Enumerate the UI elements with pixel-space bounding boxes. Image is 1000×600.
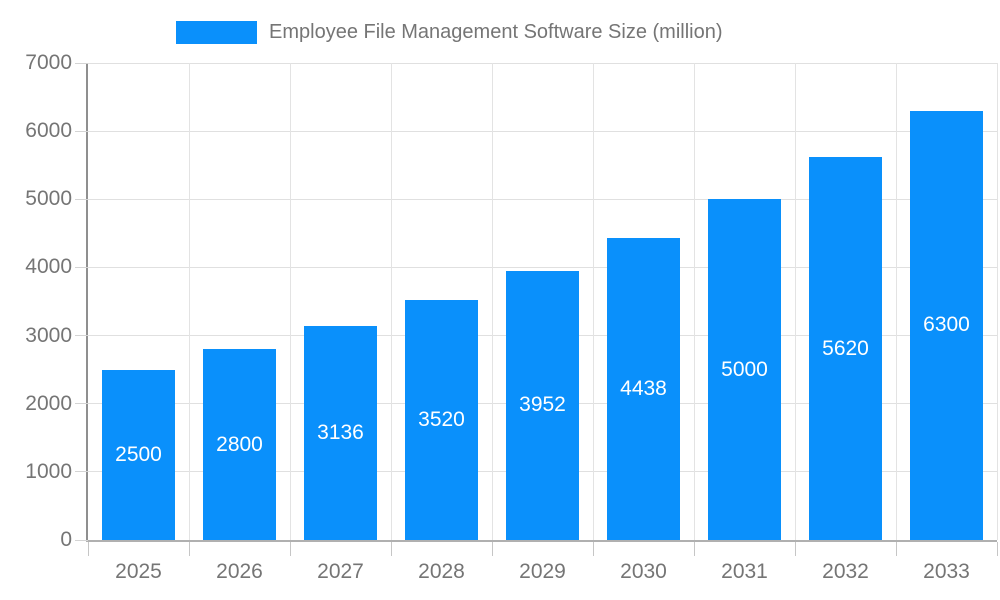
y-axis-tick-label: 6000 bbox=[25, 119, 72, 143]
x-axis-line bbox=[86, 540, 997, 542]
x-axis-tick bbox=[87, 542, 89, 556]
x-axis-tick bbox=[289, 542, 291, 556]
bar-value-label: 3520 bbox=[418, 408, 465, 432]
x-axis-tick bbox=[491, 542, 493, 556]
gridline-vertical bbox=[491, 63, 493, 540]
y-axis-tick bbox=[75, 471, 88, 473]
bar-2025[interactable]: 2500 bbox=[102, 369, 175, 540]
bar-value-label: 2500 bbox=[115, 442, 162, 466]
y-axis-tick bbox=[75, 539, 88, 541]
bar-value-label: 3136 bbox=[317, 421, 364, 445]
bar-2030[interactable]: 4438 bbox=[607, 237, 680, 540]
x-axis-tick-label: 2030 bbox=[620, 560, 667, 583]
gridline-vertical bbox=[996, 63, 998, 540]
x-axis-tick bbox=[188, 542, 190, 556]
x-axis-tick-label: 2026 bbox=[216, 560, 263, 583]
bar-2032[interactable]: 5620 bbox=[809, 157, 882, 540]
x-axis-tick bbox=[693, 542, 695, 556]
x-axis-tick bbox=[996, 542, 998, 556]
legend-swatch bbox=[176, 20, 257, 44]
x-axis-tick bbox=[794, 542, 796, 556]
x-axis-tick-label: 2032 bbox=[822, 560, 869, 583]
y-axis-tick-label: 5000 bbox=[25, 187, 72, 211]
y-axis-tick-label: 4000 bbox=[25, 255, 72, 279]
y-axis-tick bbox=[75, 130, 88, 132]
bar-2028[interactable]: 3520 bbox=[405, 300, 478, 540]
x-axis-tick-label: 2027 bbox=[317, 560, 364, 583]
plot-area: 0 1000 2000 3000 4000 5000 6000 7000 2500 2025 280… bbox=[25, 51, 998, 583]
legend-label: Employee File Management Software Size (… bbox=[269, 20, 723, 43]
legend[interactable]: Employee File Management Software Size (… bbox=[176, 19, 723, 45]
bar-value-label: 3952 bbox=[519, 393, 566, 417]
bar-value-label: 5000 bbox=[721, 357, 768, 381]
gridline-horizontal bbox=[88, 130, 997, 132]
gridline-horizontal bbox=[88, 62, 997, 64]
gridline-horizontal bbox=[88, 266, 997, 268]
bar-value-label: 5620 bbox=[822, 336, 869, 360]
x-axis-tick-label: 2028 bbox=[418, 560, 465, 583]
y-axis-tick-label: 3000 bbox=[25, 323, 72, 347]
gridline-vertical bbox=[289, 63, 291, 540]
y-axis-tick bbox=[75, 403, 88, 405]
bar-2029[interactable]: 3952 bbox=[506, 270, 579, 540]
y-axis-tick bbox=[75, 198, 88, 200]
y-axis-line bbox=[86, 63, 88, 540]
bar-2033[interactable]: 6300 bbox=[910, 110, 983, 540]
bar-2031[interactable]: 5000 bbox=[708, 199, 781, 540]
gridline-horizontal bbox=[88, 198, 997, 200]
bar-value-label: 4438 bbox=[620, 376, 667, 400]
x-axis-tick-label: 2025 bbox=[115, 560, 162, 583]
bar-value-label: 6300 bbox=[923, 313, 970, 337]
gridline-vertical bbox=[794, 63, 796, 540]
y-axis-tick bbox=[75, 62, 88, 64]
y-axis-tick-label: 0 bbox=[60, 528, 72, 551]
y-axis-tick-label: 2000 bbox=[25, 391, 72, 415]
x-axis-tick-label: 2031 bbox=[721, 560, 768, 583]
x-axis-tick bbox=[390, 542, 392, 556]
x-axis-tick-label: 2033 bbox=[923, 560, 970, 583]
gridline-vertical bbox=[895, 63, 897, 540]
gridline-vertical bbox=[592, 63, 594, 540]
y-axis-tick bbox=[75, 266, 88, 268]
y-axis-tick-label: 7000 bbox=[25, 51, 72, 74]
gridline-vertical bbox=[188, 63, 190, 540]
x-axis-tick bbox=[895, 542, 897, 556]
y-axis-tick bbox=[75, 335, 88, 337]
gridline-vertical bbox=[390, 63, 392, 540]
x-axis-tick-label: 2029 bbox=[519, 560, 566, 583]
x-axis-tick bbox=[592, 542, 594, 556]
bar-value-label: 2800 bbox=[216, 432, 263, 456]
bar-2026[interactable]: 2800 bbox=[203, 349, 276, 540]
y-axis-tick-label: 1000 bbox=[25, 459, 72, 483]
bar-2027[interactable]: 3136 bbox=[304, 326, 377, 540]
gridline-vertical bbox=[693, 63, 695, 540]
